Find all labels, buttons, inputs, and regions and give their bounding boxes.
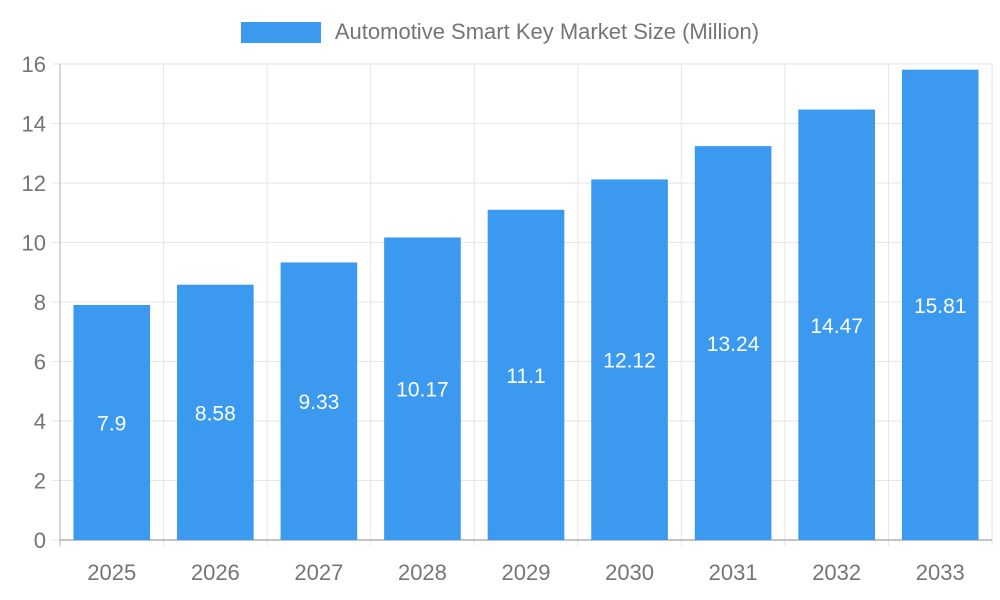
bar-value-label: 8.58 <box>195 402 236 425</box>
x-tick-label: 2028 <box>398 560 447 585</box>
bar-value-label: 7.9 <box>97 412 126 435</box>
bar-2026 <box>177 284 254 540</box>
bar-value-label: 13.24 <box>707 333 760 356</box>
y-tick-label: 14 <box>22 112 46 137</box>
bar-2027 <box>280 262 358 540</box>
legend[interactable]: Automotive Smart Key Market Size (Millio… <box>0 19 1000 44</box>
x-tick-label: 2026 <box>191 560 240 585</box>
legend-swatch <box>240 21 321 43</box>
bar-2028 <box>384 237 461 540</box>
y-tick-label: 4 <box>34 409 46 434</box>
bar-value-label: 9.33 <box>298 391 339 414</box>
bar-2031 <box>694 146 772 541</box>
y-tick-label: 2 <box>34 469 46 494</box>
bar-2029 <box>487 209 565 540</box>
x-tick-label: 2033 <box>916 560 965 585</box>
x-tick-label: 2030 <box>605 560 654 585</box>
x-tick-label: 2031 <box>709 560 758 585</box>
bar-value-label: 15.81 <box>914 295 967 318</box>
y-tick-label: 0 <box>34 528 46 553</box>
x-tick-label: 2025 <box>87 560 136 585</box>
y-tick-label: 12 <box>22 171 46 196</box>
bar-2033 <box>901 69 979 540</box>
bar-2030 <box>591 179 668 540</box>
bar-value-label: 14.47 <box>810 315 863 338</box>
y-tick-label: 6 <box>34 350 46 375</box>
bar-2032 <box>798 109 875 540</box>
x-tick-label: 2029 <box>502 560 551 585</box>
y-tick-label: 8 <box>34 290 46 315</box>
x-tick-label: 2027 <box>294 560 343 585</box>
legend-label: Automotive Smart Key Market Size (Millio… <box>334 19 760 44</box>
y-tick-label: 16 <box>22 52 46 77</box>
x-tick-label: 2032 <box>812 560 861 585</box>
bar-2025 <box>73 304 151 540</box>
bar-value-label: 12.12 <box>603 350 656 373</box>
y-tick-label: 10 <box>22 231 46 256</box>
bar-value-label: 10.17 <box>396 379 449 402</box>
bar-value-label: 11.1 <box>506 365 545 388</box>
